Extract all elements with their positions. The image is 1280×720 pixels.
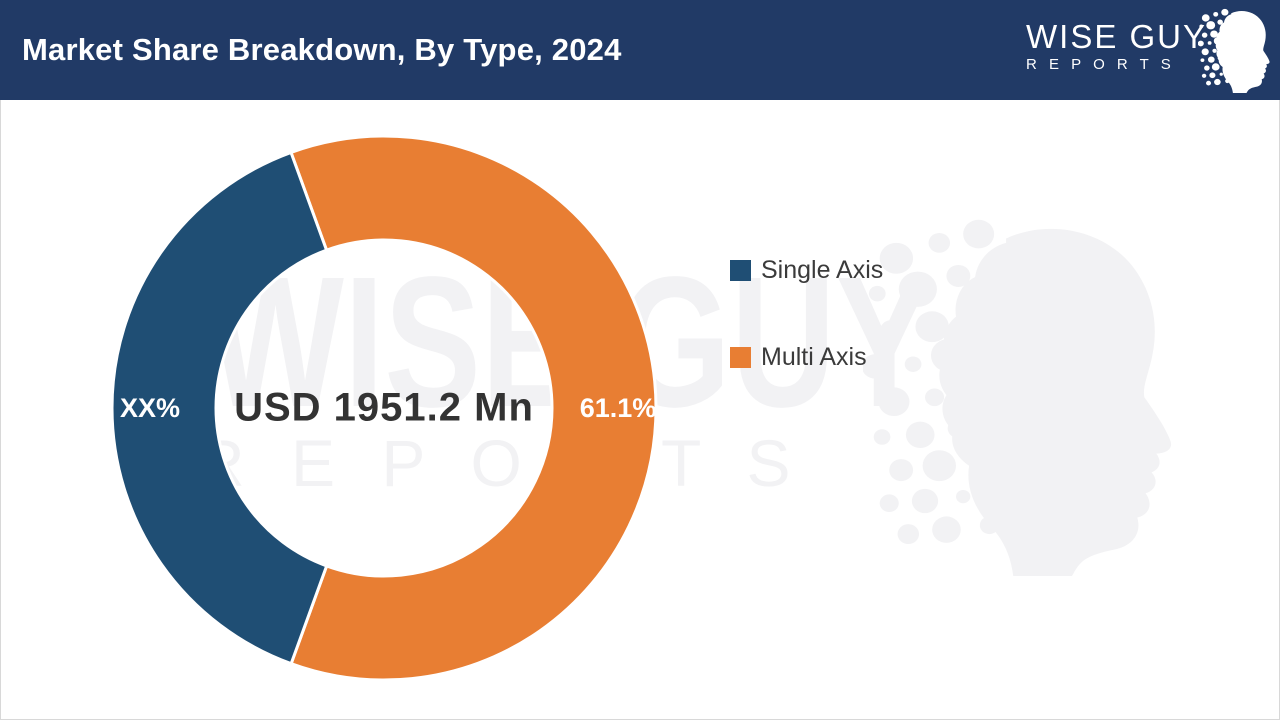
donut-segment-single-axis	[110, 150, 329, 666]
wise-guy-logo: WISE GUY R E P O R T S	[1020, 4, 1270, 98]
donut-chart: 61.1% XX%	[110, 134, 658, 682]
logo-text: WISE GUY R E P O R T S	[1026, 18, 1208, 73]
donut-segment-multi-axis	[289, 134, 658, 682]
legend-swatch-single-axis	[730, 260, 751, 281]
watermark-subtext: R E P O R T S	[197, 426, 805, 500]
legend-item-single-axis: Single Axis	[730, 256, 883, 285]
logo-name: WISE GUY	[1026, 18, 1208, 55]
logo-subtitle: R E P O R T S	[1026, 55, 1175, 73]
header: Market Share Breakdown, By Type, 2024 WI…	[0, 0, 1280, 100]
chart-area: WISE GUY R E P O R T S 61.1% XX% USD 1951…	[0, 100, 1280, 720]
wise-guy-face-icon	[1198, 8, 1270, 93]
legend-label-multi-axis: Multi Axis	[761, 343, 867, 371]
legend-item-multi-axis: Multi Axis	[730, 343, 883, 372]
legend-swatch-multi-axis	[730, 347, 751, 368]
segment-data-label: 61.1%	[580, 393, 657, 423]
legend-label-single-axis: Single Axis	[761, 256, 884, 284]
chart-legend: Single Axis Multi Axis	[730, 256, 883, 372]
page-title: Market Share Breakdown, By Type, 2024	[22, 32, 622, 67]
chart-center-value: USD 1951.2 Mn	[234, 385, 534, 430]
segment-data-label: XX%	[120, 393, 180, 423]
